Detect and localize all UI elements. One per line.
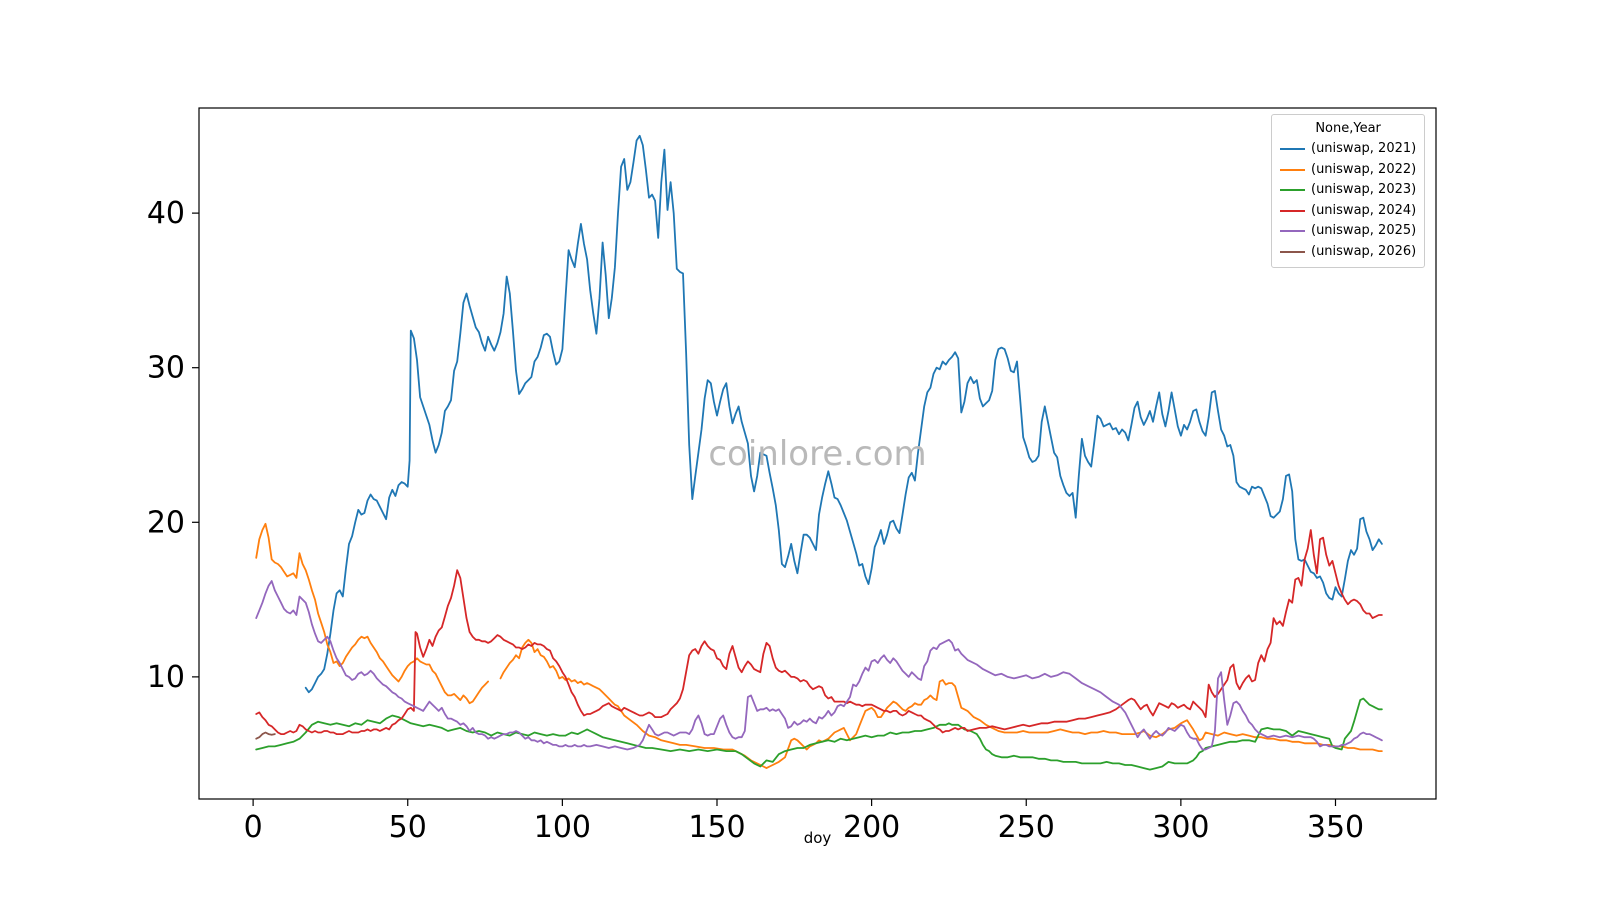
legend-item: (uniswap, 2021) [1280,139,1416,160]
legend-title: None,Year [1315,121,1381,136]
x-tick-label: 50 [389,810,427,845]
x-tick-label: 0 [244,810,263,845]
x-tick-label: 200 [843,810,900,845]
legend-item-label: (uniswap, 2021) [1311,141,1417,156]
legend-item-label: (uniswap, 2023) [1311,182,1417,197]
legend-item-label: (uniswap, 2026) [1311,243,1417,259]
x-tick-label: 150 [688,810,745,845]
x-tick-label: 250 [998,810,1055,845]
series-line-uniswap2022 [255,522,1383,769]
y-tick-label: 20 [147,505,185,540]
x-axis-label: doy [803,829,832,847]
legend-line-swatch-icon [1280,189,1305,192]
y-tick-label: 30 [147,351,185,386]
legend-item: (uniswap, 2026) [1280,242,1416,263]
x-tick-label: 350 [1307,810,1364,845]
legend-item: (uniswap, 2023) [1280,180,1416,201]
legend-item: (uniswap, 2022) [1280,160,1416,181]
legend-line-swatch-icon [1280,209,1305,212]
legend-line-swatch-icon [1280,230,1305,233]
legend-line-swatch-icon [1280,168,1305,171]
series-line-uniswap2026 [255,731,276,740]
x-tick-label: 100 [534,810,591,845]
legend-line-swatch-icon [1280,250,1305,253]
series-line-uniswap2023 [255,697,1383,771]
y-tick-label: 40 [147,196,185,231]
legend-item-label: (uniswap, 2024) [1311,202,1417,218]
x-tick-label: 300 [1152,810,1209,845]
plot-frame [198,107,1437,800]
legend-item: (uniswap, 2025) [1280,221,1416,242]
legend-items: (uniswap, 2021) (uniswap, 2022) (uniswap, … [1280,139,1416,262]
series-line-uniswap2024 [255,529,1383,735]
y-tick-label: 10 [147,660,185,695]
legend: None,Year (uniswap, 2021) (uniswap, 2022)… [1271,114,1426,268]
series-line-uniswap2025 [255,580,1383,751]
legend-item-label: (uniswap, 2022) [1311,161,1417,177]
legend-item-label: (uniswap, 2025) [1311,223,1417,238]
legend-line-swatch-icon [1280,148,1305,151]
series-line-uniswap2021 [304,134,1383,694]
legend-item: (uniswap, 2024) [1280,201,1416,222]
